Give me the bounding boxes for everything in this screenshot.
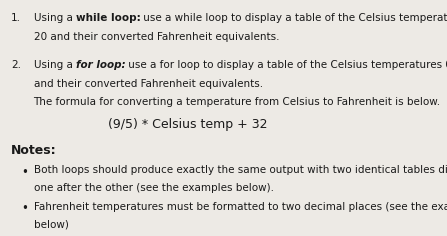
Text: use a while loop to display a table of the Celsius temperatures 0 through: use a while loop to display a table of t… <box>140 13 447 23</box>
Text: Using a: Using a <box>34 13 76 23</box>
Text: and their converted Fahrenheit equivalents.: and their converted Fahrenheit equivalen… <box>34 79 263 89</box>
Text: use a for loop to display a table of the Celsius temperatures 0 through 20: use a for loop to display a table of the… <box>125 60 447 70</box>
Text: one after the other (see the examples below).: one after the other (see the examples be… <box>34 183 274 193</box>
Text: while loop:: while loop: <box>76 13 140 23</box>
Text: The formula for converting a temperature from Celsius to Fahrenheit is below.: The formula for converting a temperature… <box>34 97 441 107</box>
Text: Both loops should produce exactly the same output with two identical tables disp: Both loops should produce exactly the sa… <box>34 165 447 175</box>
Text: Using a: Using a <box>34 60 76 70</box>
Text: •: • <box>21 202 28 215</box>
Text: 20 and their converted Fahrenheit equivalents.: 20 and their converted Fahrenheit equiva… <box>34 32 279 42</box>
Text: •: • <box>21 166 28 179</box>
Text: Notes:: Notes: <box>11 144 57 157</box>
Text: 2.: 2. <box>11 60 21 70</box>
Text: Fahrenheit temperatures must be formatted to two decimal places (see the example: Fahrenheit temperatures must be formatte… <box>34 202 447 212</box>
Text: 1.: 1. <box>11 13 21 23</box>
Text: for loop:: for loop: <box>76 60 125 70</box>
Text: (9/5) * Celsius temp + 32: (9/5) * Celsius temp + 32 <box>108 118 267 131</box>
Text: below): below) <box>34 219 68 229</box>
